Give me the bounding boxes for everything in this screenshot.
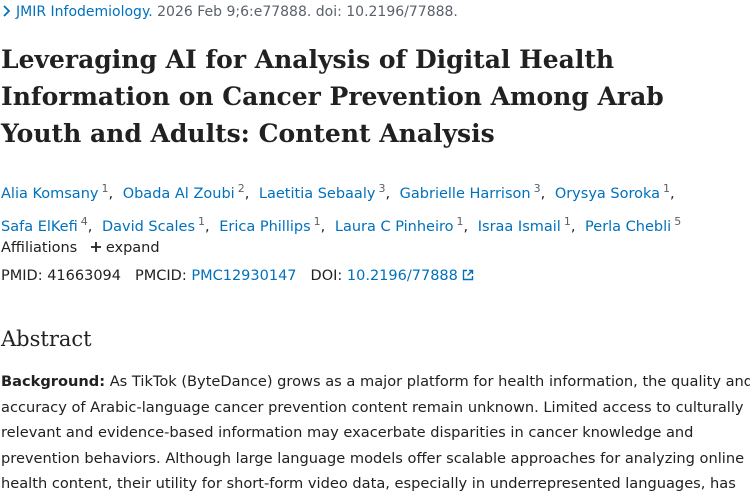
author-name[interactable]: Safa ElKefi [1, 218, 78, 235]
affiliations: Affiliations expand [1, 240, 160, 256]
author-name[interactable]: Laetitia Sebaaly [258, 185, 376, 202]
abstract-line: prevention behaviors. Although large lan… [1, 446, 750, 472]
affiliation-number[interactable]: 1 [663, 182, 671, 195]
author-name[interactable]: Gabrielle Harrison [399, 185, 531, 202]
journal-link[interactable]: JMIR Infodemiology. [16, 4, 153, 20]
expand-label: expand [105, 240, 160, 256]
affiliation-number[interactable]: 1 [313, 214, 321, 228]
abstract-body: Background: As TikTok (ByteDance) grows … [1, 369, 750, 497]
affiliation-number[interactable]: 1 [198, 214, 205, 228]
affiliation-number[interactable]: 1 [456, 214, 464, 228]
author-name[interactable]: Laura C Pinheiro [334, 218, 454, 235]
identifier-label: PMCID: [135, 268, 187, 284]
affiliation-number[interactable]: 3 [533, 182, 541, 195]
author-name[interactable]: Alia Komsany [1, 185, 99, 202]
expand-toggle[interactable]: expand [90, 240, 160, 256]
affiliation-number[interactable]: 1 [563, 214, 571, 228]
abstract-text: relevant and evidence-based information … [1, 424, 694, 441]
author: Alia Komsany 1 [1, 182, 118, 202]
affiliation-number[interactable]: 2 [237, 182, 245, 195]
author-name[interactable]: Erica Phillips [219, 218, 311, 235]
abstract-text: accuracy of Arabic-language cancer preve… [1, 398, 744, 416]
author: Erica Phillips 1 [219, 215, 330, 235]
article-title: Leveraging AI for Analysis of Digital He… [1, 45, 664, 148]
author-name[interactable]: Israa Ismail [477, 218, 561, 235]
affiliations-label: Affiliations [1, 240, 78, 256]
author: Orysya Soroka 1 [554, 182, 680, 202]
identifier-label: PMID: [1, 268, 43, 284]
identifier-value: 41663094 [47, 268, 122, 284]
identifier: PMID: 41663094 [1, 268, 121, 284]
identifier: DOI: 10.2196/77888 [311, 268, 474, 284]
background-label: Background: [1, 373, 106, 390]
affiliation-number[interactable]: 5 [674, 214, 682, 228]
abstract-heading: Abstract [1, 327, 92, 351]
author: Israa Ismail 1 [477, 215, 581, 235]
author: Laetitia Sebaaly 3 [258, 182, 395, 202]
author-name[interactable]: David Scales [101, 218, 195, 235]
author: Laura C Pinheiro 1 [334, 215, 473, 235]
identifier: PMCID: PMC12930147 [135, 268, 297, 284]
abstract-line: relevant and evidence-based information … [1, 420, 750, 446]
external-link-icon [462, 269, 474, 281]
author-name[interactable]: Obada Al Zoubi [122, 185, 235, 202]
affiliation-number[interactable]: 1 [101, 182, 109, 195]
identifier-value[interactable]: 10.2196/77888 [347, 268, 474, 284]
author-name[interactable]: Orysya Soroka [554, 185, 661, 202]
author: Obada Al Zoubi 2 [122, 182, 255, 202]
affiliation-number[interactable]: 3 [378, 182, 386, 195]
abstract-text: health content, their utility for short-… [1, 475, 736, 492]
abstract-line: health content, their utility for short-… [1, 471, 750, 497]
abstract-line: Background: As TikTok (ByteDance) grows … [1, 369, 750, 395]
author: Gabrielle Harrison 3 [399, 182, 551, 202]
identifier-value[interactable]: PMC12930147 [191, 268, 297, 284]
author: Safa ElKefi 4 [1, 215, 97, 235]
plus-icon [90, 242, 101, 252]
citation-details: 2026 Feb 9;6:e77888. doi: 10.2196/77888. [157, 4, 458, 20]
affiliation-number[interactable]: 4 [80, 214, 88, 228]
abstract-text: As TikTok (ByteDance) grows as a major p… [109, 373, 750, 390]
author: David Scales 1 [101, 215, 215, 235]
identifiers: PMID: 41663094 PMCID: PMC12930147 DOI: 10.… [1, 268, 488, 284]
citation: JMIR Infodemiology. 2026 Feb 9;6:e77888.… [2, 4, 458, 20]
identifier-label: DOI: [310, 268, 343, 284]
abstract-text: prevention behaviors. Although large lan… [1, 449, 745, 467]
abstract-line: accuracy of Arabic-language cancer preve… [1, 395, 750, 421]
chevron-icon [3, 5, 11, 17]
author: Perla Chebli 5 [585, 215, 681, 235]
author-name[interactable]: Perla Chebli [585, 218, 672, 235]
